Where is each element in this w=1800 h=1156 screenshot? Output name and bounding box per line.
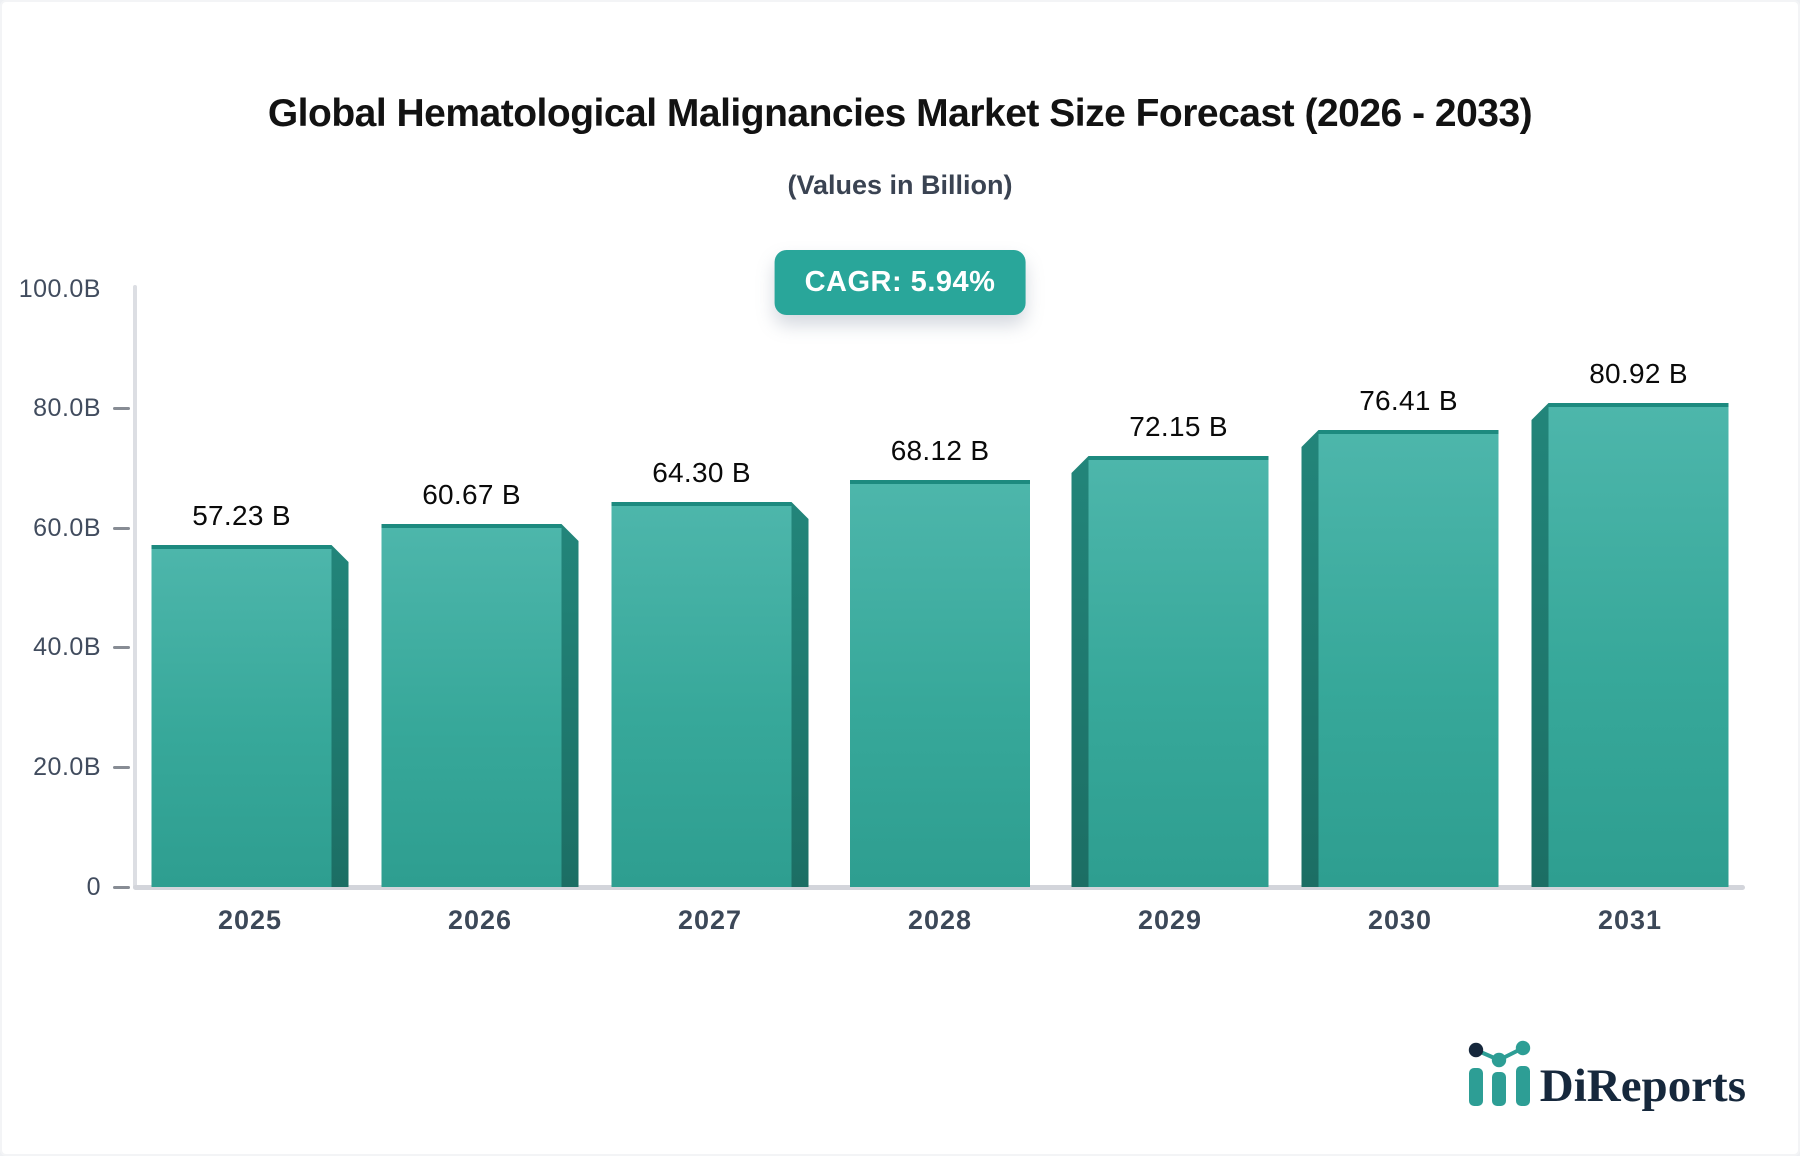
y-tick: 20.0B (33, 750, 130, 784)
bar-value-label: 80.92 B (1589, 358, 1688, 389)
y-axis-line (133, 285, 137, 889)
brand-logo: DiReports (1468, 1038, 1746, 1110)
y-tick: 60.0B (33, 511, 130, 545)
bar-chart-trend-icon (1468, 1040, 1530, 1106)
x-tick-label: 2030 (1367, 905, 1433, 935)
x-tick-label: 2027 (677, 905, 743, 935)
bar-column: 80.92 B 2031 (1515, 289, 1745, 935)
bar-value-label: 72.15 B (1129, 411, 1228, 442)
y-tick-label: 0 (86, 872, 101, 901)
bar-value-label: 76.41 B (1359, 385, 1458, 416)
bar-column: 57.23 B 2025 (135, 289, 365, 935)
bar: 80.92 B (1531, 289, 1729, 887)
bar: 64.30 B (611, 289, 809, 887)
plot-area: 57.23 B 2025 60.67 B 2026 64.30 B 2027 68.12 B… (135, 289, 1745, 935)
bar-bevel (331, 545, 349, 887)
bar: 57.23 B (151, 289, 349, 887)
bar-value-label: 60.67 B (422, 479, 521, 510)
y-tick-label: 80.0B (33, 394, 101, 423)
bar-column: 60.67 B 2026 (365, 289, 595, 935)
bar: 68.12 B (850, 289, 1030, 887)
x-tick-label: 2028 (907, 905, 973, 935)
bar-face (850, 480, 1030, 887)
bar-bevel (1301, 430, 1319, 887)
bar-face (381, 524, 562, 887)
bar-column: 72.15 B 2029 (1055, 289, 1285, 935)
bar-face (1548, 403, 1729, 887)
y-tick-label: 20.0B (33, 752, 101, 781)
brand-logo-text: DiReports (1539, 1060, 1746, 1112)
y-tick-dash (113, 885, 130, 889)
bar: 60.67 B (381, 289, 579, 887)
bar-face (151, 545, 332, 887)
bar-face (1318, 430, 1499, 887)
y-tick: 100.0B (19, 272, 130, 306)
y-tick-label: 100.0B (18, 274, 101, 303)
y-tick: 0 (87, 870, 130, 904)
y-axis: 0 20.0B 40.0B 60.0B 80.0B 100.0B (2, 275, 130, 901)
bar-face (1088, 456, 1269, 887)
bar-value-label: 64.30 B (652, 457, 751, 488)
y-tick-dash (113, 407, 130, 411)
bar: 72.15 B (1071, 289, 1269, 887)
y-tick: 80.0B (33, 392, 130, 426)
bar-bevel (1071, 456, 1089, 887)
x-axis-line (133, 885, 1745, 890)
bar-value-label: 57.23 B (192, 500, 291, 531)
x-tick-label: 2031 (1597, 905, 1663, 935)
x-tick-label: 2029 (1137, 905, 1203, 935)
y-tick-dash (113, 765, 130, 769)
x-tick-label: 2026 (447, 905, 513, 935)
bar-bevel (1531, 403, 1549, 887)
y-tick: 40.0B (33, 631, 130, 665)
bar-face (611, 502, 792, 887)
y-tick-label: 60.0B (33, 513, 101, 542)
y-tick-label: 40.0B (33, 633, 101, 662)
bar: 76.41 B (1301, 289, 1499, 887)
bar-column: 68.12 B 2028 (825, 289, 1055, 935)
cagr-badge: CAGR: 5.94% (774, 250, 1026, 315)
bar-column: 64.30 B 2027 (595, 289, 825, 935)
chart-subtitle: (Values in Billion) (787, 170, 1013, 200)
bar-bevel (791, 502, 809, 887)
x-tick-label: 2025 (217, 905, 283, 935)
chart-title: Global Hematological Malignancies Market… (267, 92, 1533, 135)
y-tick-dash (113, 526, 130, 530)
y-tick-dash (113, 646, 130, 650)
bar-value-label: 68.12 B (890, 435, 990, 466)
bar-column: 76.41 B 2030 (1285, 289, 1515, 935)
bar-bevel (561, 524, 579, 887)
